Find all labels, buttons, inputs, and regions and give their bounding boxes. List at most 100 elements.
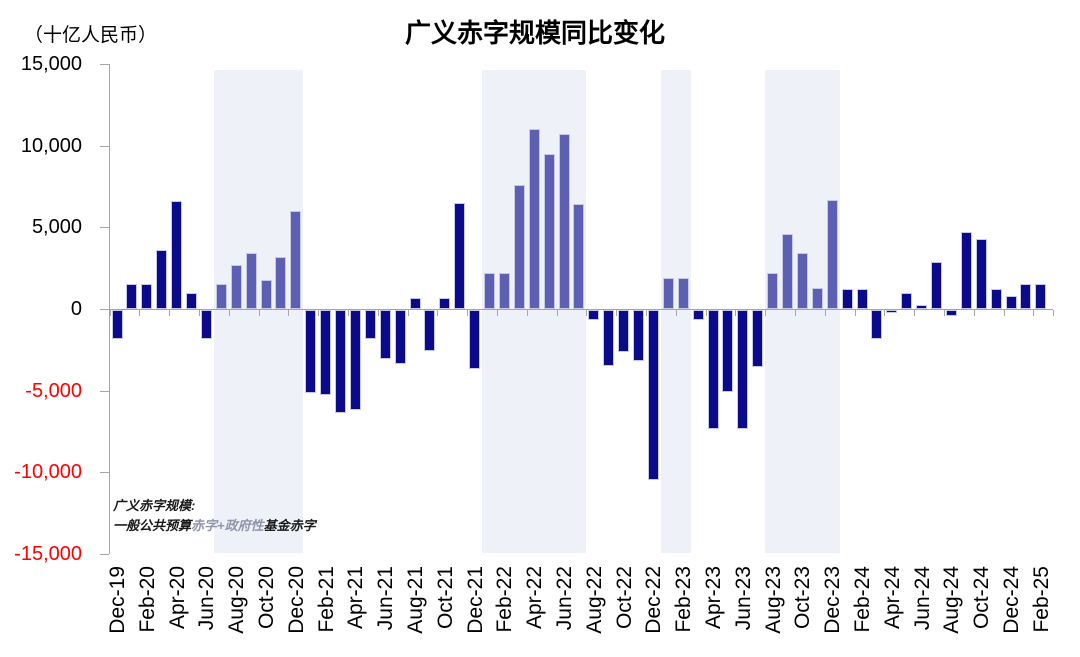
y-axis-unit-label: （十亿人民币） [24, 25, 158, 46]
x-axis-tick-label: Jun-21 [374, 566, 398, 631]
deficit-bar-Feb-24 [856, 289, 868, 309]
x-axis-tick [705, 310, 707, 316]
x-axis-tick [318, 310, 320, 316]
deficit-bar-Jun-24 [916, 304, 928, 309]
deficit-bar-May-23 [722, 310, 734, 392]
x-axis-tick [437, 310, 439, 316]
deficit-bar-Sep-21 [424, 310, 436, 351]
y-axis-tick-label: -15,000 [14, 543, 82, 566]
deficit-bar-Mar-22 [513, 184, 525, 309]
x-axis-tick [794, 310, 796, 316]
x-axis-tick [735, 310, 737, 316]
deficit-bar-Feb-20 [141, 284, 153, 309]
y-axis-tick [100, 472, 109, 474]
deficit-bar-Jan-20 [126, 284, 138, 309]
x-axis-tick-label: Aug-21 [404, 566, 427, 634]
deficit-bar-Aug-24 [945, 310, 957, 316]
x-axis-tick-label: Dec-24 [1000, 566, 1023, 634]
deficit-bar-Apr-20 [171, 201, 183, 309]
deficit-bar-Jun-21 [379, 310, 391, 360]
footnote-text-dark: 基金赤字 [263, 518, 316, 533]
x-axis-tick-label: Jun-20 [195, 566, 219, 631]
deficit-bar-Jun-20 [200, 310, 212, 340]
x-axis-tick-label: Aug-20 [225, 566, 249, 634]
deficit-bar-Sep-20 [245, 253, 257, 309]
x-axis-tick [496, 310, 498, 316]
deficit-bar-Feb-25 [1035, 284, 1047, 309]
x-axis-tick [556, 310, 558, 316]
x-axis-tick-label: Dec-21 [463, 566, 487, 634]
x-axis-tick-label: Oct-23 [791, 566, 815, 630]
deficit-bar-Jan-25 [1020, 284, 1032, 309]
y-axis-tick-label: -10,000 [14, 461, 82, 484]
deficit-bar-Oct-24 [975, 238, 987, 309]
deficit-bar-Oct-21 [439, 297, 451, 309]
deficit-bar-Oct-22 [618, 310, 630, 353]
x-axis-tick-label: Apr-20 [165, 566, 189, 630]
deficit-bar-Dec-22 [647, 310, 659, 480]
y-axis-tick [100, 63, 109, 65]
deficit-bar-Aug-21 [409, 298, 421, 309]
x-axis-tick-label: Aug-22 [582, 566, 606, 634]
deficit-bar-Apr-22 [528, 129, 540, 309]
deficit-bar-Mar-24 [871, 310, 883, 340]
x-axis-tick-label: Apr-23 [702, 566, 725, 630]
x-axis-tick-label: Feb-20 [135, 566, 159, 633]
deficit-bar-Dec-21 [469, 310, 481, 369]
x-axis-tick [198, 310, 200, 316]
footnote-text-gray: 赤字+政府性 [191, 518, 264, 533]
x-axis-tick-label: Feb-22 [493, 566, 517, 633]
x-axis-tick [258, 310, 260, 316]
x-axis-tick [347, 310, 349, 316]
deficit-bar-Jan-21 [305, 310, 317, 394]
x-axis-tick [854, 310, 856, 316]
x-axis-tick-label: Jun-23 [731, 566, 755, 631]
x-axis-tick-label: Oct-24 [970, 566, 994, 630]
y-axis-tick [100, 227, 109, 229]
x-axis-tick-label: Jun-22 [553, 566, 576, 631]
deficit-bar-Apr-23 [707, 310, 719, 430]
x-axis-tick-label: Apr-21 [344, 566, 368, 630]
x-axis-tick-label: Oct-21 [433, 566, 457, 630]
x-axis-tick-label: Aug-24 [940, 566, 964, 634]
y-axis-tick-label: 10,000 [20, 134, 82, 157]
deficit-bar-Jun-23 [737, 310, 749, 430]
deficit-bar-Mar-20 [156, 250, 168, 309]
y-axis-tick-label: 15,000 [20, 52, 82, 75]
x-axis-tick [109, 310, 111, 316]
x-axis-tick-label: Oct-20 [255, 566, 278, 630]
highlight-band [660, 70, 691, 553]
deficit-bar-Feb-21 [320, 310, 332, 395]
deficit-bar-May-21 [364, 310, 376, 340]
deficit-bar-Nov-20 [275, 256, 287, 309]
y-axis-tick-label: 0 [70, 298, 82, 320]
x-axis-tick [526, 310, 528, 316]
chart-footnote-line1: 广义赤字规模: [113, 498, 195, 513]
deficit-bar-Oct-23 [796, 253, 808, 309]
y-axis-tick [100, 554, 109, 556]
deficit-bar-Dec-20 [290, 210, 302, 309]
x-axis-tick-label: Aug-23 [761, 566, 785, 634]
x-axis-tick [1053, 310, 1054, 316]
deficit-bar-Aug-20 [230, 264, 242, 309]
deficit-bar-Dec-19 [111, 310, 123, 340]
x-axis-tick [824, 310, 826, 316]
deficit-bar-Nov-22 [633, 310, 644, 361]
x-axis-tick [1033, 310, 1035, 316]
x-axis-tick [675, 310, 677, 316]
x-axis-tick [884, 310, 886, 316]
deficit-bar-Jan-23 [662, 277, 674, 309]
x-axis-tick [943, 310, 945, 316]
deficit-bar-Aug-23 [767, 273, 779, 309]
chart-title: 广义赤字规模同比变化 [404, 18, 665, 48]
deficit-bar-Jul-20 [215, 284, 227, 309]
deficit-bar-Jul-22 [573, 204, 585, 309]
x-axis-tick-label: Oct-22 [612, 566, 636, 630]
deficit-bar-Apr-24 [886, 310, 898, 314]
x-axis-tick [616, 310, 618, 316]
deficit-bar-Sep-23 [782, 233, 793, 309]
highlight-band [213, 70, 304, 553]
x-axis-tick-label: Feb-23 [672, 566, 696, 633]
deficit-bar-Jun-22 [558, 134, 570, 309]
